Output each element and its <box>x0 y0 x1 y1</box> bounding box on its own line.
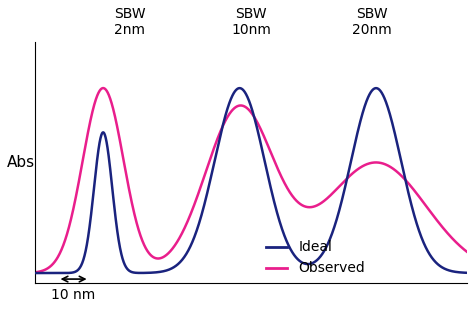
Legend: Ideal, Observed: Ideal, Observed <box>261 235 371 281</box>
Text: SBW
2nm: SBW 2nm <box>114 7 146 37</box>
Text: 10 nm: 10 nm <box>52 288 96 302</box>
Text: SBW
20nm: SBW 20nm <box>352 7 392 37</box>
Y-axis label: Abs: Abs <box>7 155 35 170</box>
Text: SBW
10nm: SBW 10nm <box>231 7 271 37</box>
